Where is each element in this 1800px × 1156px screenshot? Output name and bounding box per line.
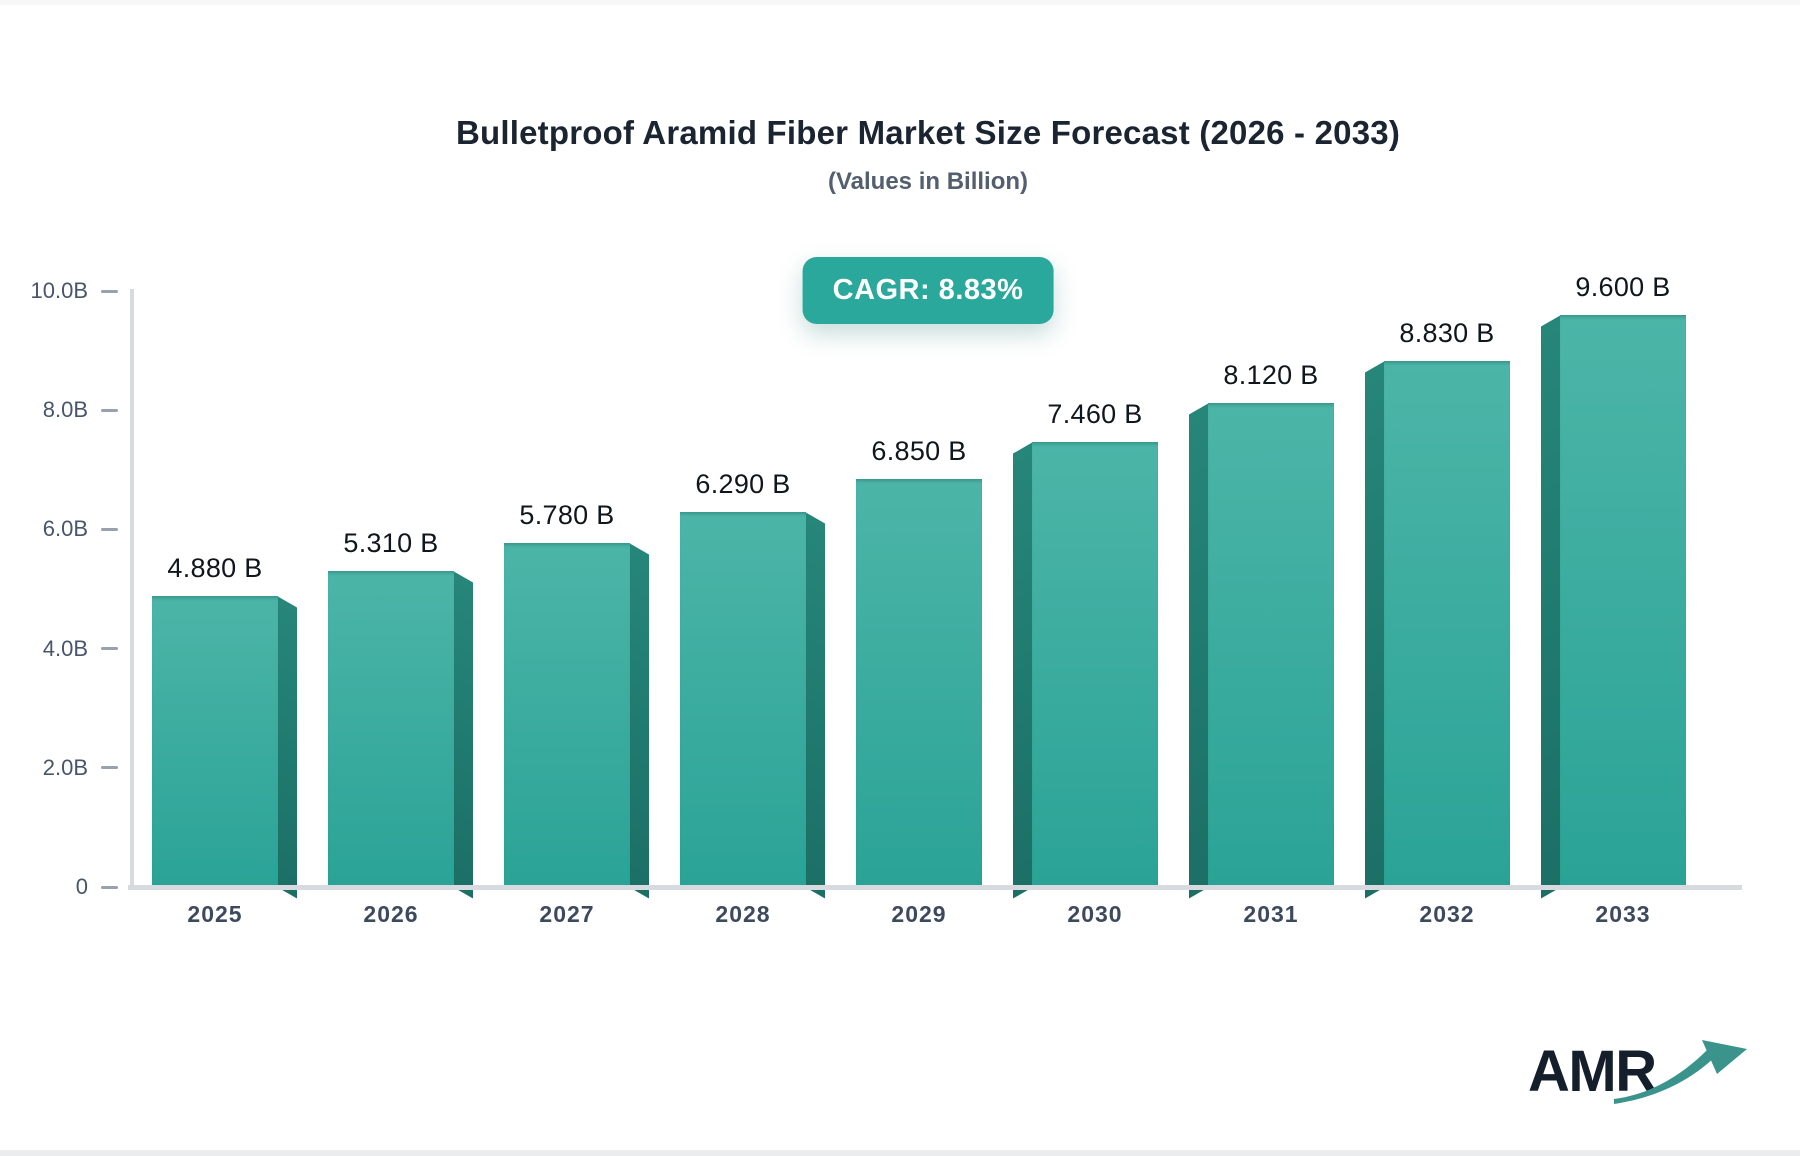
- y-axis-tick: [101, 408, 118, 412]
- bar-2027: [504, 542, 630, 887]
- bar-value-label: 7.460 B: [1047, 399, 1143, 430]
- y-axis-tick: [101, 647, 118, 651]
- bar-2028: [680, 512, 806, 887]
- bar-value-label: 4.880 B: [167, 553, 263, 584]
- y-axis-label: 0: [75, 874, 88, 899]
- bar-2032: [1384, 360, 1510, 887]
- bar-2029: [856, 478, 982, 887]
- y-axis-label: 4.0B: [42, 635, 88, 661]
- x-axis-label-2028: 2028: [715, 901, 771, 927]
- x-axis-label-2029: 2029: [891, 901, 947, 927]
- y-axis-label: 2.0B: [42, 754, 88, 780]
- x-axis-label-2031: 2031: [1243, 901, 1299, 927]
- y-axis-label: 8.0B: [42, 397, 88, 423]
- chart-subtitle: (Values in Billion): [827, 168, 1029, 195]
- bar-2030: [1032, 442, 1158, 887]
- x-axis-label-2026: 2026: [363, 901, 419, 927]
- growth-arrow-icon: [1614, 1040, 1747, 1104]
- x-axis-baseline: [128, 885, 1742, 890]
- y-axis-tick: [101, 885, 118, 889]
- y-axis-tick: [101, 289, 118, 293]
- bar-side-panel: [629, 542, 649, 899]
- cagr-badge: CAGR: 8.83%: [802, 257, 1054, 324]
- bar-2031: [1208, 403, 1334, 887]
- bar-2033: [1560, 314, 1686, 887]
- bar-value-label: 9.600 B: [1575, 271, 1671, 302]
- y-axis-tick: [101, 527, 118, 531]
- bar-value-label: 6.290 B: [695, 469, 791, 500]
- x-axis-label-2025: 2025: [187, 901, 243, 927]
- bar-side-panel: [277, 596, 297, 899]
- x-axis-label-2027: 2027: [539, 901, 595, 927]
- bar-2026: [328, 570, 454, 887]
- bar-side-panel: [453, 570, 473, 899]
- amr-logo: AMR: [1528, 1032, 1747, 1116]
- bar-side-panel: [805, 512, 825, 899]
- y-axis-tick: [101, 766, 118, 770]
- chart-title: Bulletproof Aramid Fiber Market Size For…: [455, 114, 1401, 151]
- bar-value-label: 6.850 B: [871, 435, 967, 466]
- bar-side-panel: [1541, 314, 1561, 899]
- top-edge-strip: [0, 0, 1800, 5]
- y-axis-line: [130, 289, 134, 889]
- bottom-edge-strip: [0, 1150, 1800, 1156]
- y-axis-label: 6.0B: [42, 516, 88, 542]
- x-axis-label-2032: 2032: [1419, 901, 1475, 927]
- bar-2025: [152, 596, 278, 887]
- bar-value-label: 5.780 B: [519, 499, 615, 530]
- bar-value-label: 5.310 B: [343, 527, 439, 558]
- bar-value-label: 8.830 B: [1399, 317, 1495, 348]
- amr-logo-text: AMR: [1528, 1039, 1657, 1104]
- x-axis-label-2030: 2030: [1067, 901, 1123, 927]
- bar-value-label: 8.120 B: [1223, 360, 1319, 391]
- bar-side-panel: [1013, 442, 1033, 899]
- bar-side-panel: [1365, 360, 1385, 899]
- y-axis-label: 10.0B: [30, 278, 89, 303]
- bar-side-panel: [1189, 403, 1209, 899]
- x-axis-label-2033: 2033: [1595, 901, 1651, 927]
